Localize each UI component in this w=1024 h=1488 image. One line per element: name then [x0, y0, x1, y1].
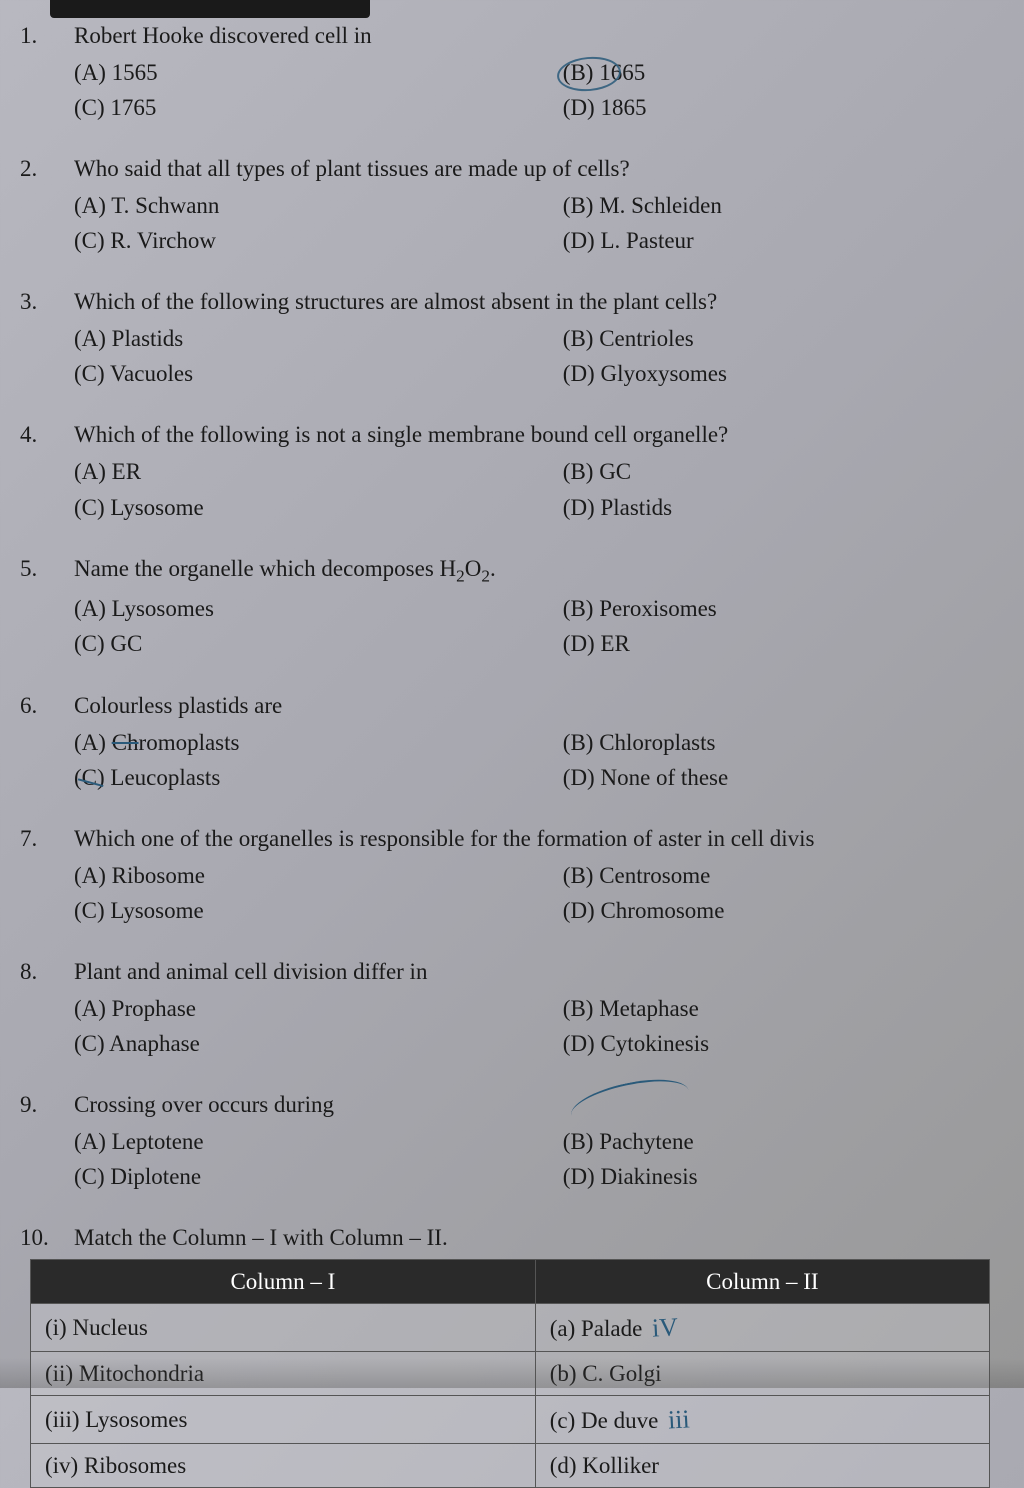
opt-c: (C) 1765 — [74, 90, 525, 125]
cell-text: (c) De duve — [550, 1408, 659, 1433]
cell-c2: (c) De duve iii — [535, 1396, 989, 1444]
worksheet-page: 1. Robert Hooke discovered cell in (A) 1… — [0, 0, 1024, 1488]
opt-c: (C) Diplotene — [74, 1159, 525, 1194]
question-9: 9. Crossing over occurs during (A) Lepto… — [10, 1089, 1014, 1194]
q-num: 10. — [20, 1222, 74, 1253]
question-10: 10. Match the Column – I with Column – I… — [10, 1222, 1014, 1488]
opt-a: (A) Lysosomes — [74, 591, 525, 626]
opt-d: (D) None of these — [563, 760, 1014, 795]
col-header-1: Column – I — [31, 1260, 536, 1304]
opt-a: (A) Leptotene — [74, 1124, 525, 1159]
top-black-bar — [50, 0, 370, 18]
q-stem: Match the Column – I with Column – II. — [74, 1222, 1014, 1253]
opt-c: (C) Lysosome — [74, 893, 525, 928]
question-3: 3. Which of the following structures are… — [10, 286, 1014, 391]
opt-b: (B) Metaphase — [563, 991, 1014, 1026]
cell-c1: (iv) Ribosomes — [31, 1444, 536, 1488]
q-stem: Name the organelle which decomposes H2O2… — [74, 553, 1014, 588]
q-num: 2. — [20, 153, 74, 184]
question-4: 4. Which of the following is not a singl… — [10, 419, 1014, 524]
opt-c: (C) R. Virchow — [74, 223, 525, 258]
bottom-shadow — [0, 1358, 1024, 1388]
q-stem: Which of the following is not a single m… — [74, 419, 1014, 450]
q-stem: Robert Hooke discovered cell in — [74, 20, 1014, 51]
q-num: 8. — [20, 956, 74, 987]
opt-b: (B) Chloroplasts — [563, 725, 1014, 760]
table-row: (i) Nucleus (a) Palade iV — [31, 1304, 990, 1352]
question-8: 8. Plant and animal cell division differ… — [10, 956, 1014, 1061]
q-stem: Plant and animal cell division differ in — [74, 956, 1014, 987]
question-2: 2. Who said that all types of plant tiss… — [10, 153, 1014, 258]
opt-c: (C) Leucoplasts — [74, 760, 525, 795]
q-num: 5. — [20, 553, 74, 584]
opt-c: (C) Lysosome — [74, 490, 525, 525]
table-row: (iii) Lysosomes (c) De duve iii — [31, 1396, 990, 1444]
q-stem: Crossing over occurs during — [74, 1089, 1014, 1120]
opt-d: (D) Cytokinesis — [563, 1026, 1014, 1061]
opt-a: (A) ER — [74, 454, 525, 489]
opt-b: (B) M. Schleiden — [563, 188, 1014, 223]
opt-b: (B) 1665 — [563, 55, 1014, 90]
q-num: 4. — [20, 419, 74, 450]
q-stem: Who said that all types of plant tissues… — [74, 153, 1014, 184]
opt-d: (D) ER — [563, 626, 1014, 661]
col-header-2: Column – II — [535, 1260, 989, 1304]
opt-a: (A) 1565 — [74, 55, 525, 90]
q-num: 9. — [20, 1089, 74, 1120]
opt-d: (D) Plastids — [563, 490, 1014, 525]
opt-b: (B) Centrioles — [563, 321, 1014, 356]
opt-d: (D) 1865 — [563, 90, 1014, 125]
opt-a: (A) Ribosome — [74, 858, 525, 893]
opt-d: (D) L. Pasteur — [563, 223, 1014, 258]
opt-a: (A) Prophase — [74, 991, 525, 1026]
question-1: 1. Robert Hooke discovered cell in (A) 1… — [10, 20, 1014, 125]
table-header-row: Column – I Column – II — [31, 1260, 990, 1304]
cell-c1: (iii) Lysosomes — [31, 1396, 536, 1444]
circled-answer: (B) 1665 — [563, 60, 645, 85]
opt-a: (A) T. Schwann — [74, 188, 525, 223]
cell-c2: (d) Kolliker — [535, 1444, 989, 1488]
struck-text: Ch — [112, 730, 139, 755]
opt-a: (A) Chromoplasts — [74, 725, 525, 760]
cell-c1: (i) Nucleus — [31, 1304, 536, 1352]
opt-c: (C) Anaphase — [74, 1026, 525, 1061]
opt-a: (A) Plastids — [74, 321, 525, 356]
q-stem: Colourless plastids are — [74, 690, 1014, 721]
table-row: (iv) Ribosomes (d) Kolliker — [31, 1444, 990, 1488]
opt-c: (C) GC — [74, 626, 525, 661]
q-stem: Which one of the organelles is responsib… — [74, 823, 1014, 854]
handwritten-mark: iV — [651, 1310, 679, 1346]
q-num: 7. — [20, 823, 74, 854]
question-7: 7. Which one of the organelles is respon… — [10, 823, 1014, 928]
opt-d: (D) Diakinesis — [563, 1159, 1014, 1194]
opt-d: (D) Glyoxysomes — [563, 356, 1014, 391]
opt-b: (B) GC — [563, 454, 1014, 489]
q-num: 1. — [20, 20, 74, 51]
question-6: 6. Colourless plastids are (A) Chromopla… — [10, 690, 1014, 795]
opt-b: (B) Pachytene — [563, 1124, 1014, 1159]
q-num: 6. — [20, 690, 74, 721]
cell-c2: (a) Palade iV — [535, 1304, 989, 1352]
question-5: 5. Name the organelle which decomposes H… — [10, 553, 1014, 662]
q-num: 3. — [20, 286, 74, 317]
q-stem: Which of the following structures are al… — [74, 286, 1014, 317]
opt-b: (B) Centrosome — [563, 858, 1014, 893]
opt-b: (B) Peroxisomes — [563, 591, 1014, 626]
opt-c: (C) Vacuoles — [74, 356, 525, 391]
opt-d: (D) Chromosome — [563, 893, 1014, 928]
handwritten-mark: iii — [667, 1402, 690, 1438]
cell-text: (a) Palade — [550, 1316, 643, 1341]
